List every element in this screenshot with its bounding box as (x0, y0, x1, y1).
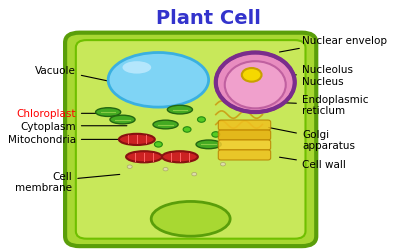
FancyBboxPatch shape (218, 140, 271, 150)
Ellipse shape (162, 152, 198, 163)
Ellipse shape (192, 173, 197, 176)
FancyBboxPatch shape (218, 150, 271, 160)
Text: Plant Cell: Plant Cell (156, 9, 261, 28)
Ellipse shape (167, 106, 192, 114)
Ellipse shape (212, 132, 220, 138)
FancyBboxPatch shape (218, 120, 271, 131)
Text: Cell wall: Cell wall (280, 158, 346, 170)
Text: Endoplasmic
reticlum: Endoplasmic reticlum (269, 94, 368, 116)
Text: Nucleolus
Nucleus: Nucleolus Nucleus (269, 65, 353, 86)
Ellipse shape (126, 152, 162, 163)
Text: Chloroplast: Chloroplast (16, 109, 105, 119)
Text: Vacuole: Vacuole (35, 66, 123, 85)
Ellipse shape (153, 121, 178, 129)
Ellipse shape (220, 163, 226, 166)
Ellipse shape (108, 53, 209, 108)
Ellipse shape (127, 165, 132, 169)
Ellipse shape (196, 140, 221, 149)
Ellipse shape (242, 69, 262, 82)
Ellipse shape (151, 202, 230, 236)
Ellipse shape (163, 168, 168, 171)
Ellipse shape (183, 127, 191, 133)
FancyBboxPatch shape (218, 130, 271, 140)
Text: Cell
membrane: Cell membrane (15, 171, 120, 192)
Ellipse shape (154, 142, 162, 148)
Ellipse shape (225, 62, 286, 109)
FancyBboxPatch shape (76, 41, 306, 239)
Ellipse shape (216, 53, 295, 113)
FancyBboxPatch shape (65, 34, 316, 246)
Ellipse shape (110, 116, 135, 124)
Text: Mitochondria: Mitochondria (8, 135, 129, 145)
Ellipse shape (96, 108, 121, 117)
Text: Cytoplasm: Cytoplasm (20, 121, 127, 131)
Text: Golgi
apparatus: Golgi apparatus (269, 128, 355, 150)
Text: Nuclear envelop: Nuclear envelop (280, 36, 387, 53)
Ellipse shape (119, 134, 155, 145)
Ellipse shape (198, 117, 205, 123)
Ellipse shape (122, 62, 151, 74)
